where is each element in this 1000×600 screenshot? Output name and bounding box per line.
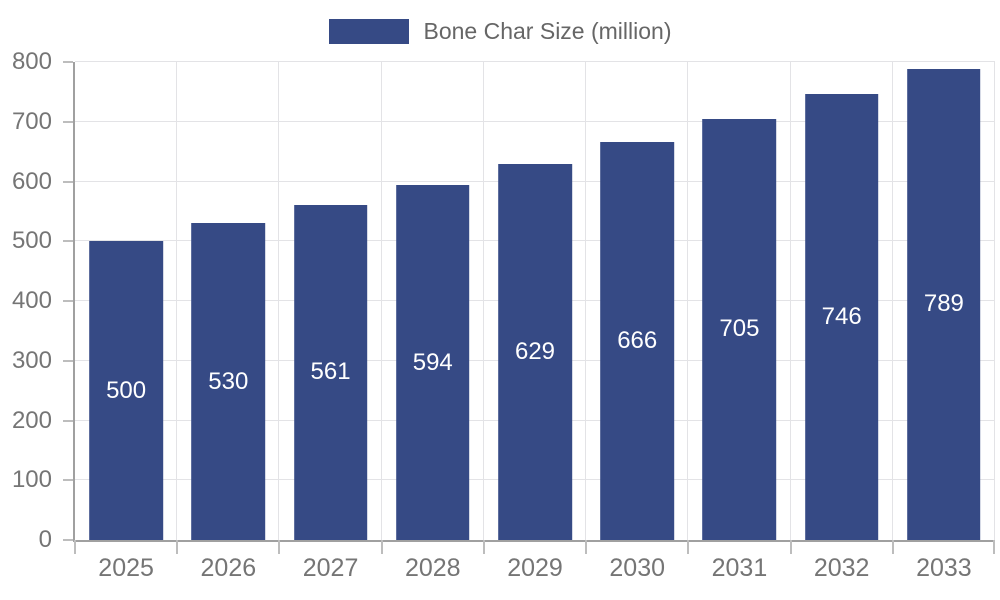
y-axis-tick [63,419,73,422]
y-tick-label: 300 [11,346,52,374]
bar[interactable]: 500 [89,241,163,540]
y-axis-tick [63,120,73,123]
bar-value-label: 746 [821,303,862,331]
y-tick-label: 700 [11,107,52,135]
bar-value-label: 666 [617,327,658,355]
y-tick-label: 400 [11,287,52,314]
gridline-vertical [278,62,280,540]
y-axis-tick [63,359,73,362]
legend-label: Bone Char Size (million) [423,18,672,44]
y-axis-tick [63,300,73,302]
y-axis-tick [63,479,73,482]
bar[interactable]: 561 [293,204,368,540]
x-tick-label: 2031 [711,554,768,582]
y-tick-label: 800 [11,48,52,75]
bar[interactable]: 705 [702,118,777,540]
gridline-vertical [380,62,382,540]
x-tick-label: 2029 [507,554,563,582]
x-axis-tick [891,540,894,554]
x-tick-label: 2033 [916,554,972,582]
x-tick-label: 2032 [813,554,870,582]
gridline-vertical [994,62,995,540]
bar[interactable]: 594 [395,185,470,540]
x-tick-label: 2026 [200,554,257,582]
bar[interactable]: 666 [600,142,675,540]
x-axis-tick [74,540,76,554]
y-tick-label: 500 [11,227,52,255]
y-axis-tick [63,180,73,183]
bar-value-label: 561 [310,358,351,386]
gridline-vertical [789,62,791,540]
legend-swatch [328,19,409,44]
bar[interactable]: 746 [804,94,879,540]
bar[interactable]: 530 [191,223,266,540]
y-tick-label: 600 [11,167,52,195]
x-tick-label: 2025 [98,554,154,582]
bar[interactable]: 789 [907,68,981,540]
legend[interactable]: Bone Char Size (million) [0,18,1000,45]
bar-value-label: 705 [719,315,760,343]
gridline-vertical [482,62,484,540]
x-axis-tick [585,540,588,554]
gridline-vertical [687,62,689,540]
x-axis-tick [482,540,485,554]
x-axis-tick [176,540,179,554]
y-tick-label: 100 [11,466,52,494]
bar-value-label: 594 [412,348,453,376]
bar-value-label: 500 [106,376,147,404]
y-axis-tick [63,61,73,63]
y-axis-tick [63,539,73,541]
plot-area: 0 100 200 300 400 500 600 700 800 500 2025 530 2026 5… [12,50,995,581]
x-tick-label: 2030 [609,554,666,582]
gridline-horizontal [75,120,995,122]
x-axis-tick [687,540,690,554]
x-axis-tick [278,540,281,554]
bar-value-label: 629 [514,338,556,366]
gridline-vertical [585,62,587,540]
gridline-vertical [891,62,893,540]
y-tick-label: 0 [38,526,52,553]
y-tick-label: 200 [11,406,52,434]
x-axis-tick [993,540,995,554]
gridline-vertical [176,62,178,540]
x-tick-label: 2027 [302,554,359,582]
x-tick-label: 2028 [404,554,461,582]
bar-value-label: 789 [923,290,964,318]
x-axis-tick [789,540,792,554]
gridline-horizontal [75,61,995,62]
y-axis-tick [63,240,73,243]
bar-value-label: 530 [208,367,249,395]
bar[interactable]: 629 [498,164,572,540]
x-axis-tick [380,540,383,554]
